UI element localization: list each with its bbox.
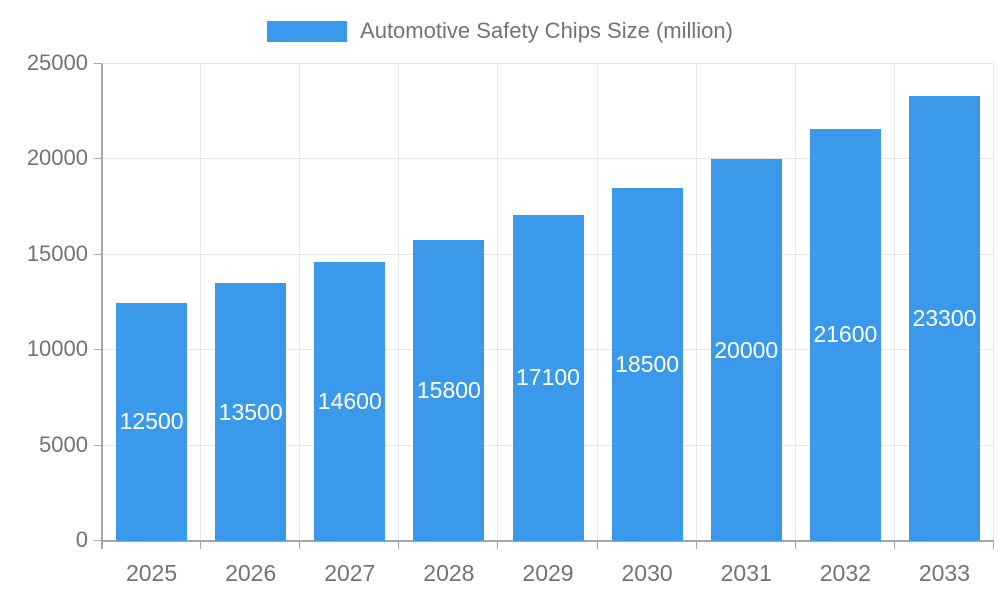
bar: 21600: [809, 128, 881, 541]
bar: 15800: [413, 239, 485, 541]
x-axis-tick: [893, 541, 895, 549]
gridline-vertical: [299, 64, 301, 541]
y-axis-tick-label: 25000: [26, 50, 88, 75]
bar: 23300: [908, 96, 980, 541]
legend-swatch: [267, 20, 348, 42]
x-axis-tick-label: 2026: [225, 560, 277, 586]
x-axis-tick: [596, 541, 598, 549]
gridline-horizontal: [102, 63, 994, 64]
bar: 13500: [215, 283, 287, 541]
x-axis-tick-label: 2033: [918, 560, 971, 586]
bar-value-label: 20000: [714, 336, 779, 363]
bar: 18500: [611, 188, 683, 541]
x-axis-line: [102, 540, 994, 542]
bar-value-label: 13500: [218, 398, 283, 425]
x-axis-tick: [794, 541, 796, 549]
y-axis-tick-label: 10000: [26, 336, 88, 362]
y-axis-tick-label: 15000: [26, 240, 88, 266]
x-axis-tick-label: 2030: [621, 560, 673, 586]
x-axis-tick: [398, 541, 400, 549]
y-axis-tick: [94, 540, 102, 541]
bar: 17100: [512, 214, 584, 541]
gridline-vertical: [893, 64, 895, 541]
y-axis-tick: [94, 158, 102, 160]
y-axis-line: [101, 64, 103, 549]
bar-value-label: 17100: [516, 364, 580, 391]
x-axis-tick-label: 2029: [522, 560, 574, 586]
y-axis-tick-label: 20000: [26, 145, 88, 171]
x-axis-tick-label: 2032: [819, 560, 871, 586]
x-axis-tick: [695, 541, 697, 549]
bar: 14600: [314, 262, 386, 541]
x-axis-tick-label: 2025: [125, 560, 178, 586]
gridline-vertical: [794, 64, 796, 541]
x-axis-tick-label: 2028: [423, 560, 475, 586]
x-axis-tick: [497, 541, 499, 549]
x-axis-tick-label: 2027: [324, 560, 376, 586]
legend-label: Automotive Safety Chips Size (million): [360, 18, 733, 43]
x-axis-tick: [993, 541, 994, 549]
gridline-vertical: [497, 64, 499, 541]
bar-value-label: 23300: [912, 305, 977, 332]
y-axis-tick-label: 0: [75, 527, 88, 552]
gridline-vertical: [695, 64, 697, 541]
gridline-vertical: [398, 64, 400, 541]
x-axis-tick: [299, 541, 301, 549]
legend[interactable]: Automotive Safety Chips Size (million): [0, 18, 1000, 44]
bar: 12500: [116, 302, 188, 541]
y-axis-tick: [94, 444, 102, 446]
bar-value-label: 14600: [317, 388, 382, 415]
x-axis-tick: [200, 541, 202, 549]
bar-value-label: 21600: [813, 321, 878, 348]
gridline-vertical: [200, 64, 202, 541]
bar-value-label: 15800: [416, 376, 481, 403]
gridline-vertical: [596, 64, 598, 541]
y-axis-tick: [94, 349, 102, 351]
x-axis-tick-label: 2031: [720, 560, 772, 586]
y-axis-tick: [94, 253, 102, 255]
gridline-horizontal: [102, 158, 994, 160]
y-axis-tick-label: 5000: [39, 431, 88, 457]
bar-value-label: 12500: [119, 408, 184, 435]
bar-value-label: 18500: [615, 351, 680, 377]
gridline-vertical: [993, 64, 994, 541]
bar: 20000: [710, 159, 782, 541]
y-axis-tick: [94, 63, 102, 64]
